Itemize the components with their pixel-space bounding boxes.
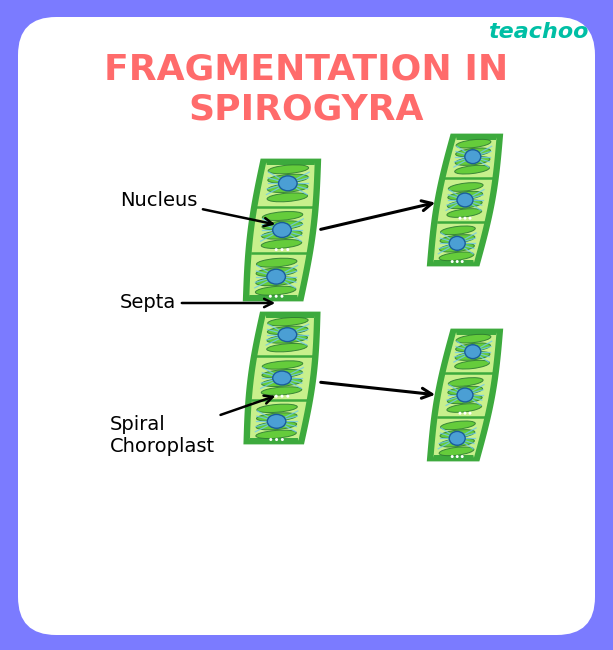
Ellipse shape <box>463 411 466 415</box>
Ellipse shape <box>262 369 302 378</box>
Polygon shape <box>245 313 319 443</box>
Ellipse shape <box>268 165 308 174</box>
Ellipse shape <box>256 258 297 267</box>
Text: Nucleus: Nucleus <box>120 190 273 226</box>
Ellipse shape <box>267 326 308 335</box>
Ellipse shape <box>455 352 490 360</box>
Ellipse shape <box>267 415 286 428</box>
Ellipse shape <box>278 176 297 191</box>
Ellipse shape <box>439 447 474 456</box>
Ellipse shape <box>269 438 272 441</box>
Ellipse shape <box>455 165 490 174</box>
Ellipse shape <box>281 438 284 441</box>
Ellipse shape <box>268 317 308 326</box>
Ellipse shape <box>439 252 474 261</box>
Text: Spiral
Choroplast: Spiral Choroplast <box>110 396 273 456</box>
Ellipse shape <box>256 421 297 430</box>
Ellipse shape <box>457 388 473 402</box>
Ellipse shape <box>451 260 454 263</box>
Ellipse shape <box>275 294 278 298</box>
Ellipse shape <box>465 344 481 359</box>
Ellipse shape <box>262 230 302 239</box>
Ellipse shape <box>447 209 482 217</box>
Ellipse shape <box>455 343 490 352</box>
Ellipse shape <box>257 404 297 413</box>
Ellipse shape <box>267 335 308 343</box>
Ellipse shape <box>278 328 297 342</box>
Ellipse shape <box>441 421 475 430</box>
Ellipse shape <box>455 260 459 263</box>
Ellipse shape <box>448 191 482 200</box>
Polygon shape <box>249 162 314 298</box>
Ellipse shape <box>262 378 302 387</box>
Ellipse shape <box>275 395 278 398</box>
Ellipse shape <box>286 395 289 398</box>
Text: FRAGMENTATION IN: FRAGMENTATION IN <box>104 53 508 87</box>
Ellipse shape <box>455 148 490 157</box>
Ellipse shape <box>451 455 454 458</box>
Ellipse shape <box>457 193 473 207</box>
Ellipse shape <box>468 216 471 220</box>
Ellipse shape <box>286 248 289 251</box>
Ellipse shape <box>461 455 463 458</box>
Ellipse shape <box>440 243 474 252</box>
Ellipse shape <box>448 386 482 395</box>
Ellipse shape <box>461 260 463 263</box>
Ellipse shape <box>256 430 296 439</box>
Ellipse shape <box>456 334 491 343</box>
Ellipse shape <box>267 269 286 284</box>
Ellipse shape <box>261 387 302 395</box>
Ellipse shape <box>465 150 481 164</box>
Polygon shape <box>433 137 497 263</box>
Ellipse shape <box>281 294 283 298</box>
Ellipse shape <box>463 216 466 220</box>
Ellipse shape <box>281 395 283 398</box>
FancyBboxPatch shape <box>18 17 595 635</box>
Ellipse shape <box>455 455 459 458</box>
Ellipse shape <box>440 235 475 243</box>
Ellipse shape <box>267 193 308 202</box>
Ellipse shape <box>447 395 482 404</box>
Ellipse shape <box>455 360 490 369</box>
Ellipse shape <box>281 248 283 251</box>
Polygon shape <box>250 315 314 441</box>
Ellipse shape <box>256 277 296 286</box>
Ellipse shape <box>441 226 475 235</box>
Text: teachoo: teachoo <box>487 22 588 42</box>
Ellipse shape <box>267 343 307 352</box>
Ellipse shape <box>269 294 272 298</box>
Text: Septa: Septa <box>120 294 272 313</box>
Ellipse shape <box>275 248 278 251</box>
Polygon shape <box>428 330 501 460</box>
Polygon shape <box>433 332 497 458</box>
Ellipse shape <box>448 378 483 386</box>
Ellipse shape <box>440 438 474 447</box>
Ellipse shape <box>448 183 483 191</box>
Ellipse shape <box>456 139 491 148</box>
Ellipse shape <box>256 268 297 276</box>
Ellipse shape <box>449 237 465 250</box>
Ellipse shape <box>468 411 471 415</box>
Text: SPIROGYRA: SPIROGYRA <box>188 93 424 127</box>
Ellipse shape <box>459 216 462 220</box>
Ellipse shape <box>261 239 302 248</box>
Ellipse shape <box>275 438 278 441</box>
Polygon shape <box>428 135 501 265</box>
Ellipse shape <box>273 222 291 237</box>
Ellipse shape <box>459 411 462 415</box>
Ellipse shape <box>256 413 297 421</box>
Ellipse shape <box>262 221 302 230</box>
Ellipse shape <box>262 211 303 220</box>
Polygon shape <box>244 160 320 300</box>
Ellipse shape <box>256 286 296 295</box>
Ellipse shape <box>449 432 465 445</box>
Ellipse shape <box>268 174 308 183</box>
Ellipse shape <box>447 200 482 209</box>
Ellipse shape <box>447 404 482 412</box>
Ellipse shape <box>267 183 308 192</box>
Ellipse shape <box>455 157 490 165</box>
Ellipse shape <box>273 371 291 385</box>
Ellipse shape <box>262 361 303 369</box>
Ellipse shape <box>440 430 475 438</box>
